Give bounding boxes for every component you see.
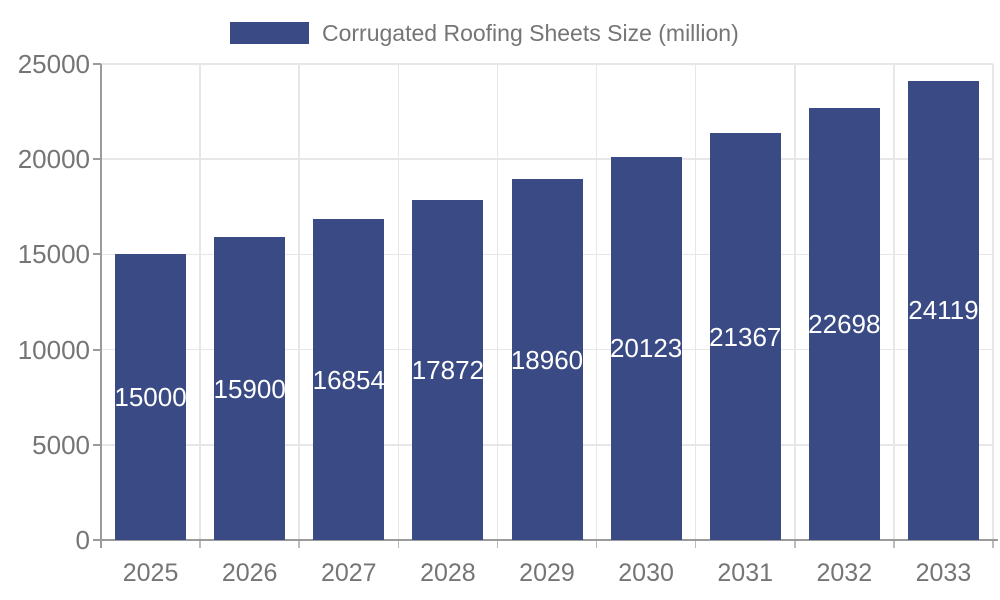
x-tick-label: 2027 xyxy=(320,559,377,587)
gridline-vertical xyxy=(595,64,598,540)
bar-value-label: 24119 xyxy=(908,295,979,326)
bar-2031 xyxy=(709,133,781,540)
legend-label: Corrugated Roofing Sheets Size (million) xyxy=(322,20,739,46)
y-tick-label: 25000 xyxy=(17,49,90,79)
x-tick-label: 2033 xyxy=(915,559,972,587)
y-tick xyxy=(93,443,101,446)
gridline-vertical xyxy=(496,64,499,540)
y-tick xyxy=(93,348,101,351)
gridline-vertical xyxy=(199,64,201,540)
gridline-vertical xyxy=(694,64,697,540)
bar-value-label: 15000 xyxy=(114,382,187,413)
legend-swatch xyxy=(230,22,309,44)
x-tick-label: 2029 xyxy=(519,559,575,587)
x-tick-label: 2026 xyxy=(221,559,278,587)
x-tick xyxy=(694,540,697,548)
x-tick xyxy=(199,540,201,548)
bar-value-label: 18960 xyxy=(510,344,584,375)
bar-2027 xyxy=(313,219,385,540)
y-tick xyxy=(93,158,101,161)
x-tick-label: 2028 xyxy=(420,559,476,587)
y-tick xyxy=(93,253,101,256)
gridline-vertical xyxy=(397,64,400,540)
y-tick-label: 10000 xyxy=(17,334,90,365)
gridline-vertical xyxy=(794,64,796,540)
gridline-horizontal xyxy=(101,63,993,65)
bar-2029 xyxy=(511,179,583,540)
x-tick xyxy=(496,540,499,548)
y-axis-line xyxy=(100,64,102,548)
x-tick xyxy=(298,540,300,548)
gridline-horizontal xyxy=(101,158,993,160)
x-axis-line xyxy=(101,539,998,541)
y-tick-label: 0 xyxy=(75,525,90,555)
bar-value-label: 17872 xyxy=(411,354,485,385)
x-tick xyxy=(397,540,400,548)
x-tick-label: 2030 xyxy=(618,559,674,587)
bar-value-label: 22698 xyxy=(808,308,881,339)
y-tick xyxy=(93,63,101,65)
bar-2030 xyxy=(610,156,682,540)
bar-2028 xyxy=(412,199,484,540)
x-tick-label: 2031 xyxy=(717,559,774,587)
x-tick xyxy=(595,540,598,548)
x-tick xyxy=(794,540,796,548)
y-tick-label: 5000 xyxy=(32,429,90,460)
gridline-vertical xyxy=(893,64,895,540)
bar-2025 xyxy=(115,254,187,540)
x-tick xyxy=(893,540,895,548)
bar-value-label: 21367 xyxy=(709,321,782,352)
bar-value-label: 20123 xyxy=(609,333,683,364)
bar-2033 xyxy=(907,80,979,540)
bar-value-label: 16854 xyxy=(312,364,385,395)
x-tick-label: 2032 xyxy=(816,559,873,587)
gridline-vertical xyxy=(298,64,300,540)
y-tick xyxy=(93,539,101,541)
bar-value-label: 15900 xyxy=(213,373,286,404)
y-tick-label: 15000 xyxy=(17,239,90,270)
x-tick-label: 2025 xyxy=(122,559,179,587)
bar-2032 xyxy=(808,107,880,540)
x-tick xyxy=(992,540,994,548)
bar-2026 xyxy=(214,237,286,540)
gridline-vertical xyxy=(992,64,994,540)
y-tick-label: 20000 xyxy=(17,144,90,175)
